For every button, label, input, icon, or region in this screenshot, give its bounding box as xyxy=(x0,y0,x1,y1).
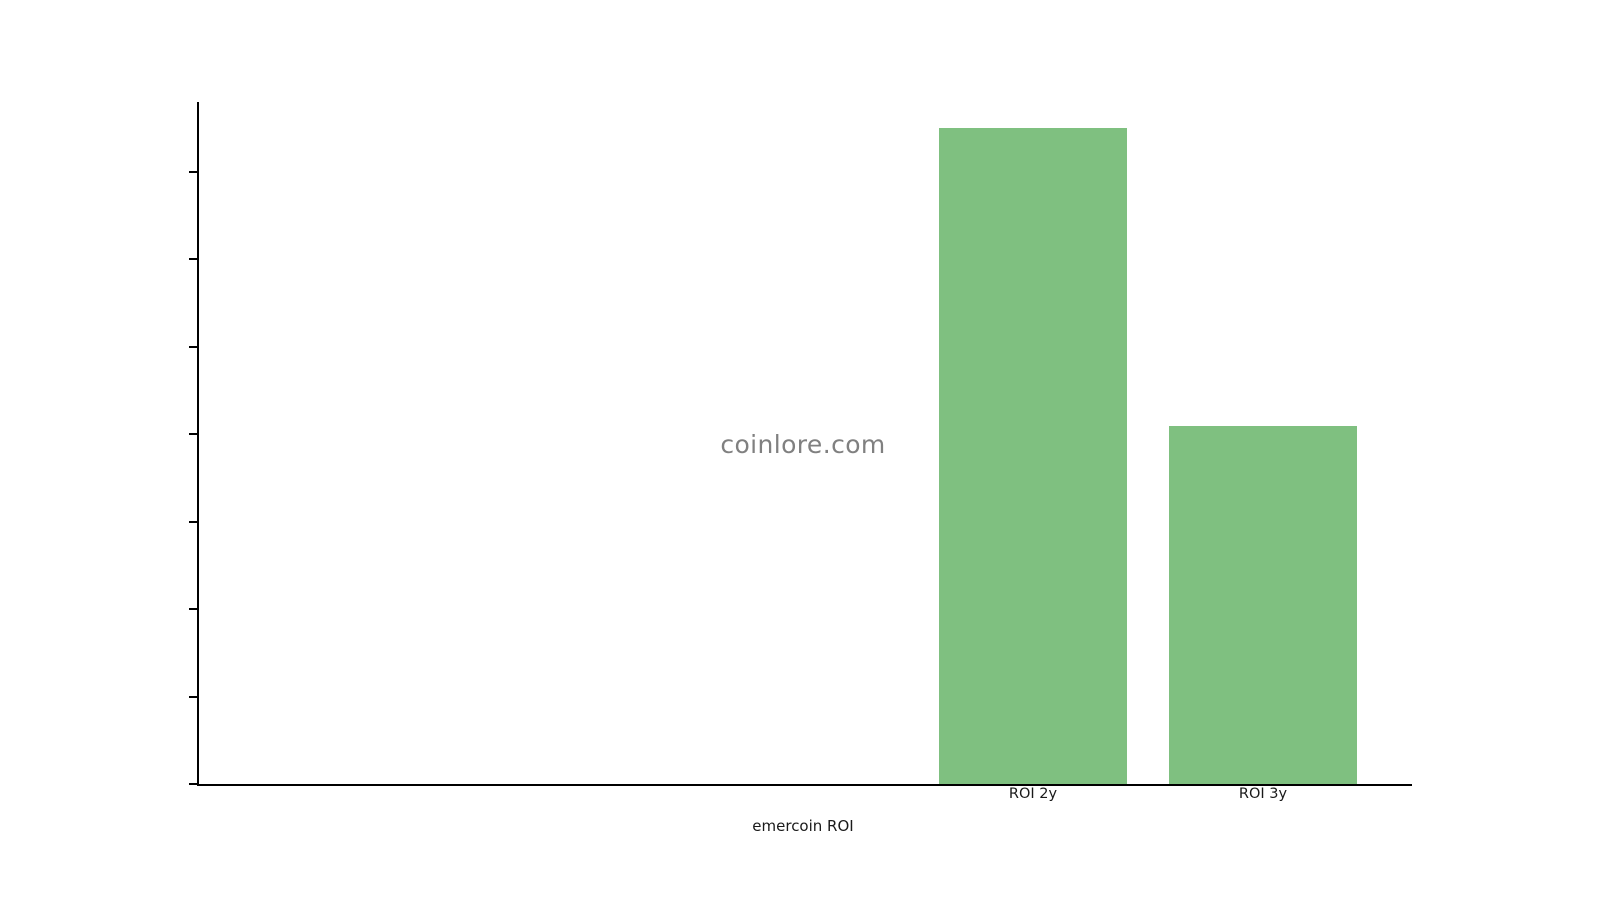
y-axis-tick-mark xyxy=(189,695,198,698)
x-axis-tick-label: ROI 3y xyxy=(1238,786,1288,802)
y-axis-tick-mark xyxy=(189,783,198,785)
x-axis-title: emercoin ROI xyxy=(752,817,854,835)
bar-roi-3y[interactable] xyxy=(1169,425,1357,784)
y-axis-tick-mark xyxy=(189,520,198,523)
y-axis-tick-mark xyxy=(189,170,198,173)
bar-roi-2y[interactable] xyxy=(939,128,1127,784)
y-axis-tick-mark xyxy=(189,608,198,611)
y-axis-tick-mark xyxy=(189,345,198,348)
x-axis-tick-label: ROI 2y xyxy=(1008,786,1058,802)
x-axis-spine xyxy=(197,784,1412,786)
y-axis-tick-mark xyxy=(189,433,198,436)
y-axis-tick-mark xyxy=(189,258,198,261)
y-axis-spine xyxy=(197,102,199,785)
watermark-text: coinlore.com xyxy=(720,430,886,459)
